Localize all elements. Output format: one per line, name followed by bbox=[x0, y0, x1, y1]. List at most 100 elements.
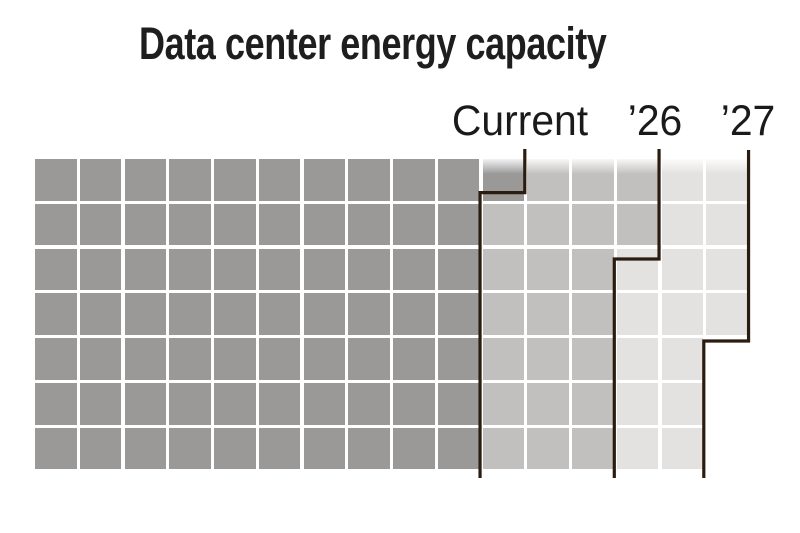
waffle-square bbox=[169, 338, 211, 380]
chart-title: Data center energy capacity bbox=[139, 18, 607, 69]
waffle-square bbox=[214, 203, 256, 246]
waffle-square bbox=[79, 248, 122, 291]
waffle-square bbox=[572, 293, 614, 335]
waffle-square bbox=[348, 338, 390, 380]
waffle-square bbox=[35, 248, 77, 291]
waffle-square bbox=[214, 338, 256, 380]
waffle-square bbox=[437, 248, 480, 291]
waffle-square bbox=[35, 203, 77, 246]
waffle-square bbox=[169, 427, 211, 470]
waffle-square bbox=[527, 248, 569, 291]
waffle-square bbox=[616, 293, 659, 335]
waffle-square bbox=[124, 383, 166, 425]
waffle-square bbox=[258, 338, 301, 380]
waffle-square bbox=[572, 203, 614, 246]
waffle-square bbox=[124, 203, 166, 246]
waffle-square bbox=[706, 159, 748, 201]
waffle-square bbox=[482, 427, 524, 470]
waffle-square bbox=[661, 383, 703, 425]
waffle-square bbox=[214, 159, 256, 201]
waffle-square bbox=[348, 383, 390, 425]
waffle-square bbox=[482, 338, 524, 380]
waffle-square bbox=[393, 203, 435, 246]
waffle-square bbox=[527, 338, 569, 380]
waffle-square bbox=[348, 293, 390, 335]
waffle-square bbox=[437, 293, 480, 335]
waffle-square bbox=[527, 159, 569, 201]
waffle-square bbox=[124, 159, 166, 201]
waffle-square bbox=[124, 248, 166, 291]
waffle-square bbox=[527, 383, 569, 425]
waffle-square bbox=[482, 293, 524, 335]
waffle-square bbox=[214, 427, 256, 470]
waffle-square bbox=[348, 427, 390, 470]
waffle-square bbox=[79, 427, 122, 470]
waffle-square bbox=[616, 338, 659, 380]
waffle-square bbox=[661, 338, 703, 380]
waffle-square bbox=[661, 248, 703, 291]
waffle-square bbox=[661, 427, 703, 470]
waffle-square bbox=[482, 248, 524, 291]
waffle-square bbox=[124, 293, 166, 335]
waffle-square bbox=[527, 203, 569, 246]
waffle-square bbox=[258, 248, 301, 291]
waffle-square bbox=[258, 427, 301, 470]
waffle-square bbox=[616, 203, 659, 246]
waffle-square bbox=[527, 427, 569, 470]
waffle-square bbox=[437, 159, 480, 201]
waffle-square bbox=[706, 203, 748, 246]
waffle-square bbox=[572, 338, 614, 380]
waffle-square bbox=[706, 248, 748, 291]
waffle-square bbox=[482, 383, 524, 425]
waffle-square bbox=[79, 383, 122, 425]
waffle-square bbox=[303, 383, 345, 425]
waffle-square bbox=[124, 338, 166, 380]
waffle-square bbox=[258, 159, 301, 201]
waffle-square bbox=[661, 203, 703, 246]
waffle-square bbox=[393, 159, 435, 201]
waffle-square bbox=[348, 248, 390, 291]
waffle-square bbox=[303, 293, 345, 335]
waffle-square bbox=[169, 248, 211, 291]
waffle-square bbox=[79, 293, 122, 335]
waffle-square bbox=[169, 159, 211, 201]
waffle-square bbox=[124, 427, 166, 470]
waffle-square bbox=[214, 383, 256, 425]
waffle-square bbox=[393, 338, 435, 380]
waffle-square bbox=[303, 338, 345, 380]
waffle-square bbox=[482, 203, 524, 246]
waffle-square bbox=[79, 203, 122, 246]
waffle-square bbox=[437, 383, 480, 425]
label-current: Current bbox=[451, 97, 589, 145]
waffle-square bbox=[35, 293, 77, 335]
waffle-square bbox=[303, 427, 345, 470]
waffle-square bbox=[169, 293, 211, 335]
waffle-square bbox=[303, 159, 345, 201]
waffle-square bbox=[706, 293, 748, 335]
waffle-square bbox=[35, 383, 77, 425]
waffle-square bbox=[214, 248, 256, 291]
label-2026: ’26 bbox=[627, 97, 683, 145]
waffle-square bbox=[661, 293, 703, 335]
waffle-square bbox=[616, 383, 659, 425]
waffle-square bbox=[35, 338, 77, 380]
waffle-square bbox=[303, 203, 345, 246]
waffle-square bbox=[527, 293, 569, 335]
waffle-square bbox=[258, 293, 301, 335]
waffle-square bbox=[572, 427, 614, 470]
waffle-square bbox=[258, 203, 301, 246]
waffle-square bbox=[169, 383, 211, 425]
waffle-square bbox=[393, 248, 435, 291]
waffle-square bbox=[393, 293, 435, 335]
waffle-square bbox=[482, 159, 524, 201]
label-2027: ’27 bbox=[720, 97, 776, 145]
waffle-square bbox=[35, 159, 77, 201]
waffle-square bbox=[348, 159, 390, 201]
waffle-square bbox=[214, 293, 256, 335]
waffle-square bbox=[79, 338, 122, 380]
waffle-square bbox=[437, 427, 480, 470]
waffle-square bbox=[303, 248, 345, 291]
waffle-square bbox=[35, 427, 77, 470]
